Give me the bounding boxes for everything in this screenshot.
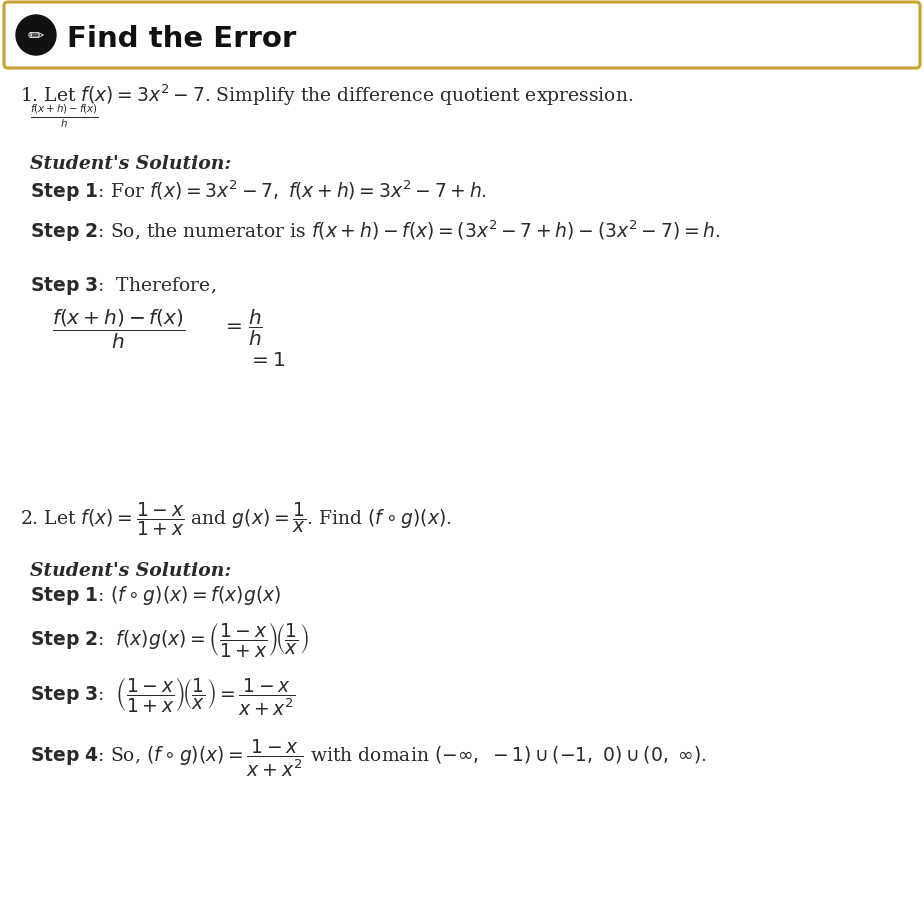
Circle shape: [16, 15, 56, 55]
Text: $= 1$: $= 1$: [248, 351, 286, 370]
Text: $\mathbf{Step\ 1}$: $(f \circ g)(x) = f(x)g(x)$: $\mathbf{Step\ 1}$: $(f \circ g)(x) = f(…: [30, 584, 281, 607]
FancyBboxPatch shape: [4, 2, 920, 68]
Text: $\mathbf{Step\ 2}$:  $f(x)g(x) = \left(\dfrac{1-x}{1+x}\right)\!\left(\dfrac{1}{: $\mathbf{Step\ 2}$: $f(x)g(x) = \left(\d…: [30, 620, 309, 659]
Text: 1. Let $f(x) = 3x^2 - 7$. Simplify the difference quotient expression.: 1. Let $f(x) = 3x^2 - 7$. Simplify the d…: [20, 83, 633, 109]
Text: $\mathbf{Step\ 2}$: So, the numerator is $f(x+h) - f(x) = (3x^2 - 7 + h) - (3x^2: $\mathbf{Step\ 2}$: So, the numerator is…: [30, 218, 721, 243]
Text: $\mathbf{Step\ 3}$:  $\left(\dfrac{1-x}{1+x}\right)\!\left(\dfrac{1}{x}\right) =: $\mathbf{Step\ 3}$: $\left(\dfrac{1-x}{1…: [30, 676, 296, 718]
Text: Find the Error: Find the Error: [67, 25, 297, 53]
Text: $\mathbf{Step\ 4}$: So, $(f \circ g)(x) = \dfrac{1-x}{x+x^2}$ with domain $(-\in: $\mathbf{Step\ 4}$: So, $(f \circ g)(x) …: [30, 738, 707, 780]
Text: $\dfrac{f(x+h)-f(x)}{h}$: $\dfrac{f(x+h)-f(x)}{h}$: [52, 308, 186, 351]
Text: ✏: ✏: [28, 27, 44, 46]
Text: $=$: $=$: [222, 315, 243, 334]
Text: $\mathbf{Step\ 3}$:  Therefore,: $\mathbf{Step\ 3}$: Therefore,: [30, 275, 216, 297]
Text: 2. Let $f(x) = \dfrac{1-x}{1+x}$ and $g(x) = \dfrac{1}{x}$. Find $(f \circ g)(x): 2. Let $f(x) = \dfrac{1-x}{1+x}$ and $g(…: [20, 500, 452, 537]
Text: Student's Solution:: Student's Solution:: [30, 155, 231, 173]
Text: Student's Solution:: Student's Solution:: [30, 562, 231, 580]
Text: $\frac{f(x+h)-f(x)}{h}$: $\frac{f(x+h)-f(x)}{h}$: [30, 103, 99, 131]
Text: $\mathbf{Step\ 1}$: For $f(x) = 3x^2 - 7,\ f(x+h) = 3x^2 - 7 + h.$: $\mathbf{Step\ 1}$: For $f(x) = 3x^2 - 7…: [30, 178, 487, 204]
Text: $\dfrac{h}{h}$: $\dfrac{h}{h}$: [248, 308, 262, 348]
